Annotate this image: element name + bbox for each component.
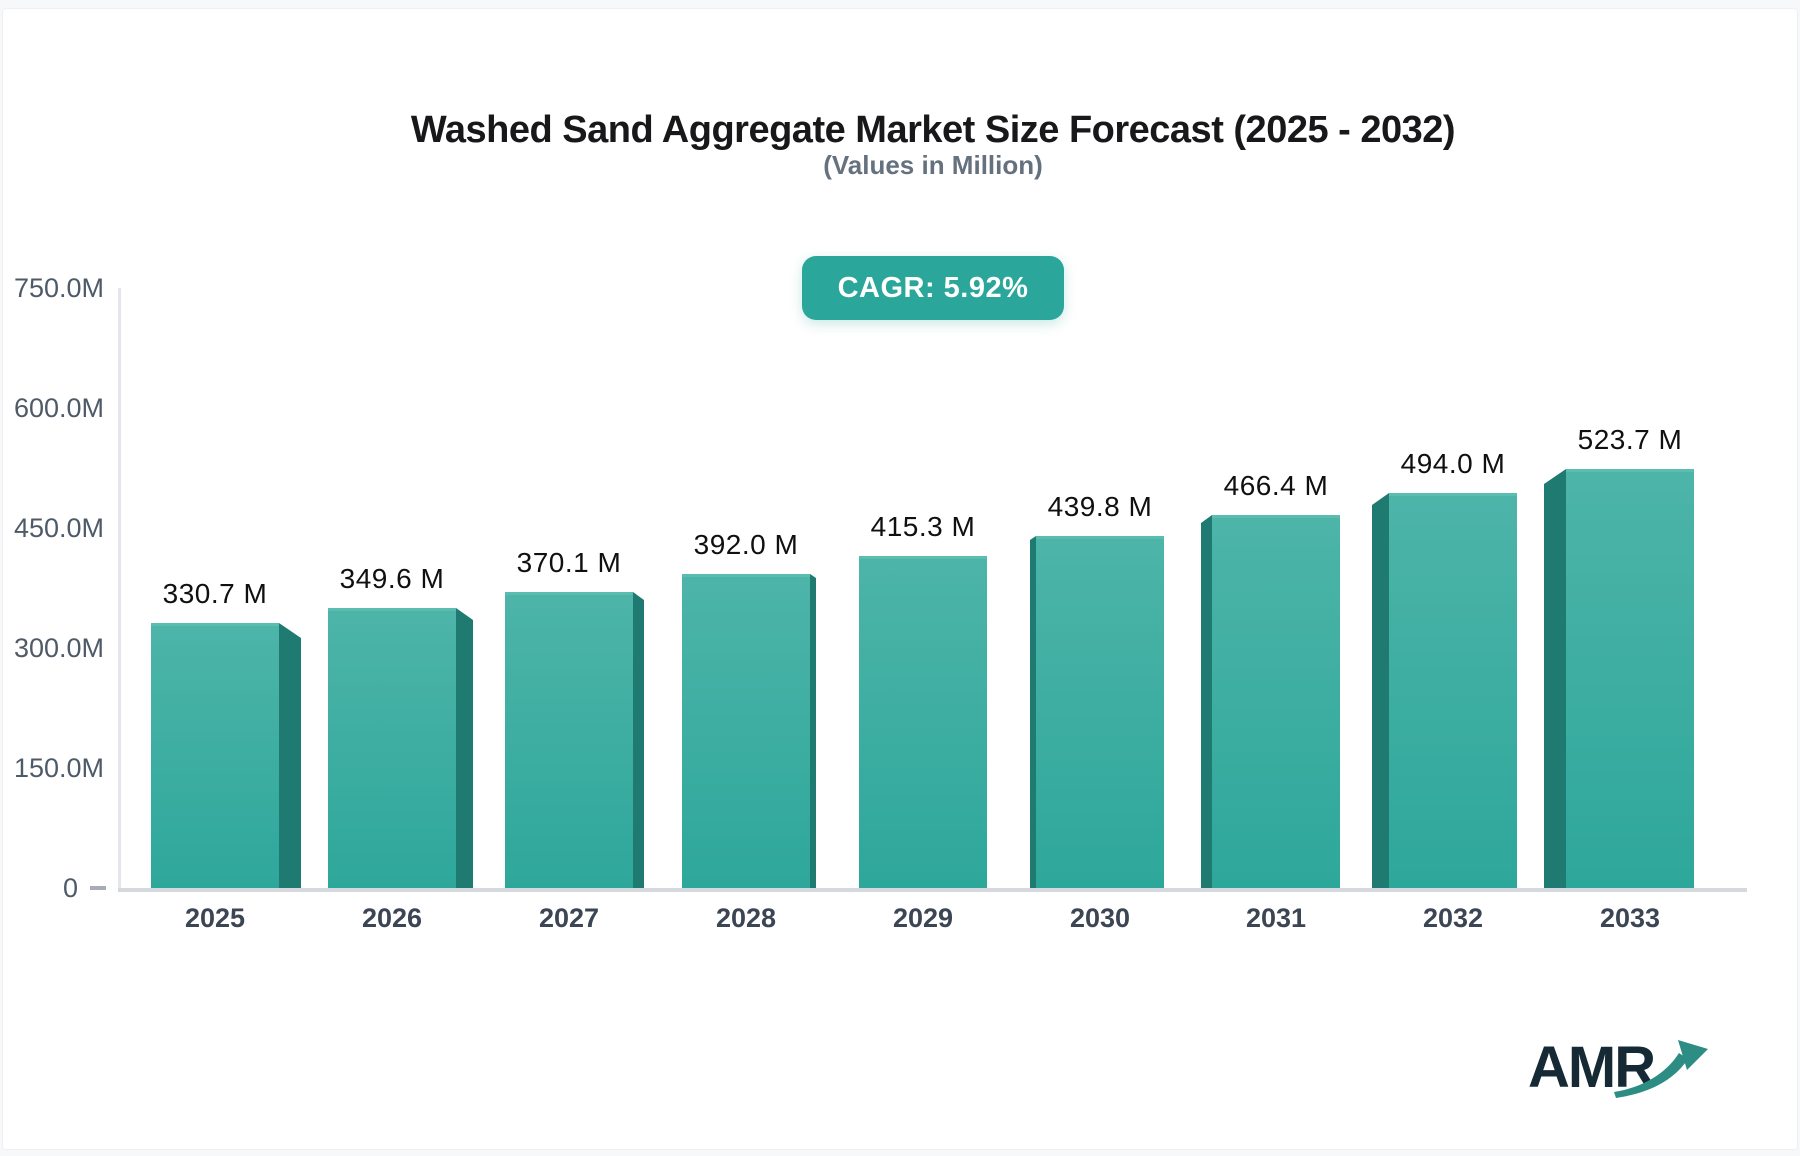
x-axis-line [118, 888, 1747, 892]
bar-side-face [1030, 536, 1036, 888]
chart-subtitle: (Values in Million) [823, 150, 1043, 180]
bar [859, 556, 987, 888]
bar [1036, 536, 1164, 888]
growth-arrow-icon [1614, 1040, 1708, 1098]
bar-value-label: 494.0 M [1400, 448, 1506, 479]
y-tick-label: 750.0M [13, 273, 104, 303]
bar-value-label: 415.3 M [870, 511, 976, 542]
bar-side-face [456, 608, 473, 888]
cagr-badge-row: CAGR: 5.92% [120, 256, 1746, 320]
bar-side-face [1201, 515, 1212, 888]
bar-value-label: 370.1 M [516, 547, 622, 578]
bar-value-label: 466.4 M [1223, 470, 1329, 501]
x-tick-label: 2030 [1069, 903, 1131, 933]
bar [151, 623, 279, 888]
cagr-badge: CAGR: 5.92% [801, 256, 1065, 320]
bar-value-label: 523.7 M [1577, 424, 1683, 455]
amr-logo: AMR [1528, 1038, 1728, 1118]
bar [1566, 469, 1694, 888]
x-tick-label: 2025 [184, 903, 246, 933]
bar-side-face [1544, 469, 1566, 888]
bar-value-label: 392.0 M [693, 529, 799, 560]
bar-value-label: 330.7 M [162, 578, 268, 609]
bar [328, 608, 456, 888]
x-tick-label: 2027 [538, 903, 600, 933]
bar-side-face [1372, 493, 1389, 888]
y-tick-label: 450.0M [13, 513, 104, 543]
bar-side-face [279, 623, 301, 888]
chart-title: Washed Sand Aggregate Market Size Foreca… [410, 109, 1456, 151]
bar [505, 592, 633, 888]
bar-value-label: 349.6 M [339, 563, 445, 594]
x-tick-label: 2032 [1422, 903, 1484, 933]
y-tick-label: 300.0M [13, 633, 104, 663]
x-tick-label: 2026 [361, 903, 423, 933]
bar-side-face [633, 592, 644, 888]
y-axis-line [118, 288, 121, 890]
y-tick-label: 0 [62, 873, 78, 903]
bar-side-face [810, 574, 816, 888]
x-tick-label: 2031 [1245, 903, 1307, 933]
y-zero-tick [90, 886, 106, 890]
x-tick-label: 2028 [715, 903, 777, 933]
x-tick-label: 2033 [1599, 903, 1661, 933]
y-tick-label: 150.0M [13, 753, 104, 783]
bar-value-label: 439.8 M [1047, 491, 1153, 522]
bar [1389, 493, 1517, 888]
bar [682, 574, 810, 888]
y-tick-label: 600.0M [13, 393, 104, 423]
x-tick-label: 2029 [892, 903, 954, 933]
bar [1212, 515, 1340, 888]
